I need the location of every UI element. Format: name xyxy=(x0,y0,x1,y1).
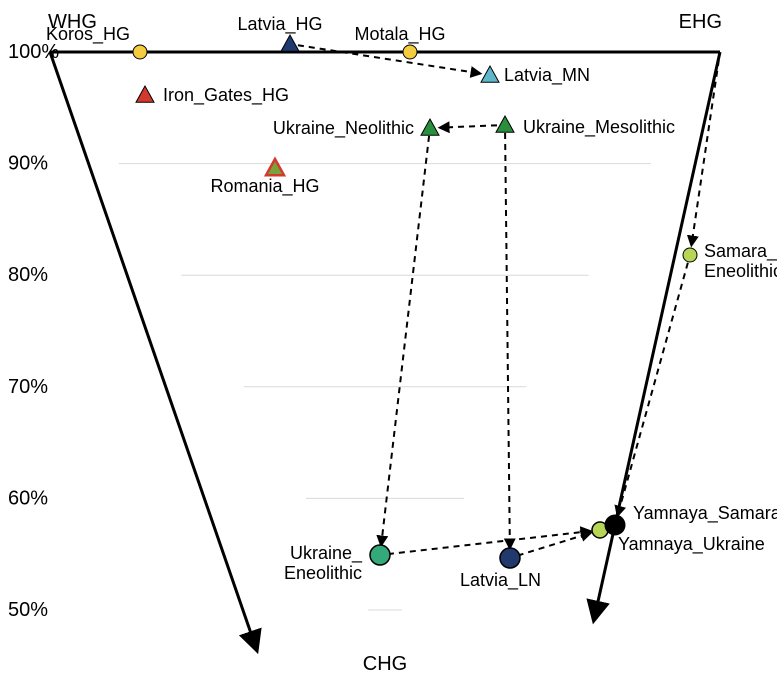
vertex-label-EHG: EHG xyxy=(679,11,722,33)
point-Latvia_HG: Latvia_HG xyxy=(237,14,322,51)
point-Motala_HG: Motala_HG xyxy=(354,24,445,59)
flow-arrow xyxy=(618,263,688,516)
point-Koros_HG: Koros_HG xyxy=(46,24,147,59)
y-tick-label: 80% xyxy=(8,264,48,286)
point-label: Yamnaya_Samara xyxy=(633,503,777,524)
flow-arrow xyxy=(440,125,497,127)
point-label: Latvia_LN xyxy=(460,570,541,591)
y-tick-label: 50% xyxy=(8,599,48,621)
point-label: Romania_HG xyxy=(210,176,319,197)
flow-arrow xyxy=(691,60,718,245)
point-Ukraine_Eneolithic: Ukraine_Eneolithic xyxy=(284,543,390,583)
point-label: Iron_Gates_HG xyxy=(163,85,289,106)
point-label: Motala_HG xyxy=(354,24,445,45)
y-tick-label: 70% xyxy=(8,376,48,398)
point-label: Koros_HG xyxy=(46,24,130,45)
point-Latvia_MN: Latvia_MN xyxy=(481,65,590,86)
y-tick-label: 90% xyxy=(8,153,48,175)
point-Latvia_LN: Latvia_LN xyxy=(460,548,541,591)
point-label: Ukraine_Neolithic xyxy=(273,118,414,139)
point-Romania_HG: Romania_HG xyxy=(210,159,319,197)
point-label: Samara_Eneolithic xyxy=(704,241,777,281)
point-Ukraine_Mesolithic: Ukraine_Mesolithic xyxy=(496,116,675,138)
flow-arrow xyxy=(518,533,591,556)
vertex-label-CHG: CHG xyxy=(363,653,407,675)
point-Iron_Gates_HG: Iron_Gates_HG xyxy=(136,85,289,106)
point-label: Yamnaya_Ukraine xyxy=(618,534,765,555)
left-axis xyxy=(50,52,255,645)
point-label: Ukraine_Eneolithic xyxy=(284,543,363,583)
point-label: Ukraine_Mesolithic xyxy=(523,117,675,138)
flow-arrow xyxy=(381,136,429,545)
point-Samara_Eneolithic: Samara_Eneolithic xyxy=(683,241,777,281)
point-label: Latvia_MN xyxy=(504,65,590,86)
flow-arrow xyxy=(298,45,480,73)
point-label: Latvia_HG xyxy=(237,14,322,35)
ancestry-ternary-chart: 100%90%80%70%60%50%WHGEHGCHGKoros_HGLatv… xyxy=(0,0,777,683)
point-Ukraine_Neolithic: Ukraine_Neolithic xyxy=(273,118,439,139)
flow-arrow xyxy=(505,133,510,548)
point-Yamnaya_Samara: Yamnaya_Samara xyxy=(605,503,777,535)
y-tick-label: 60% xyxy=(8,487,48,509)
